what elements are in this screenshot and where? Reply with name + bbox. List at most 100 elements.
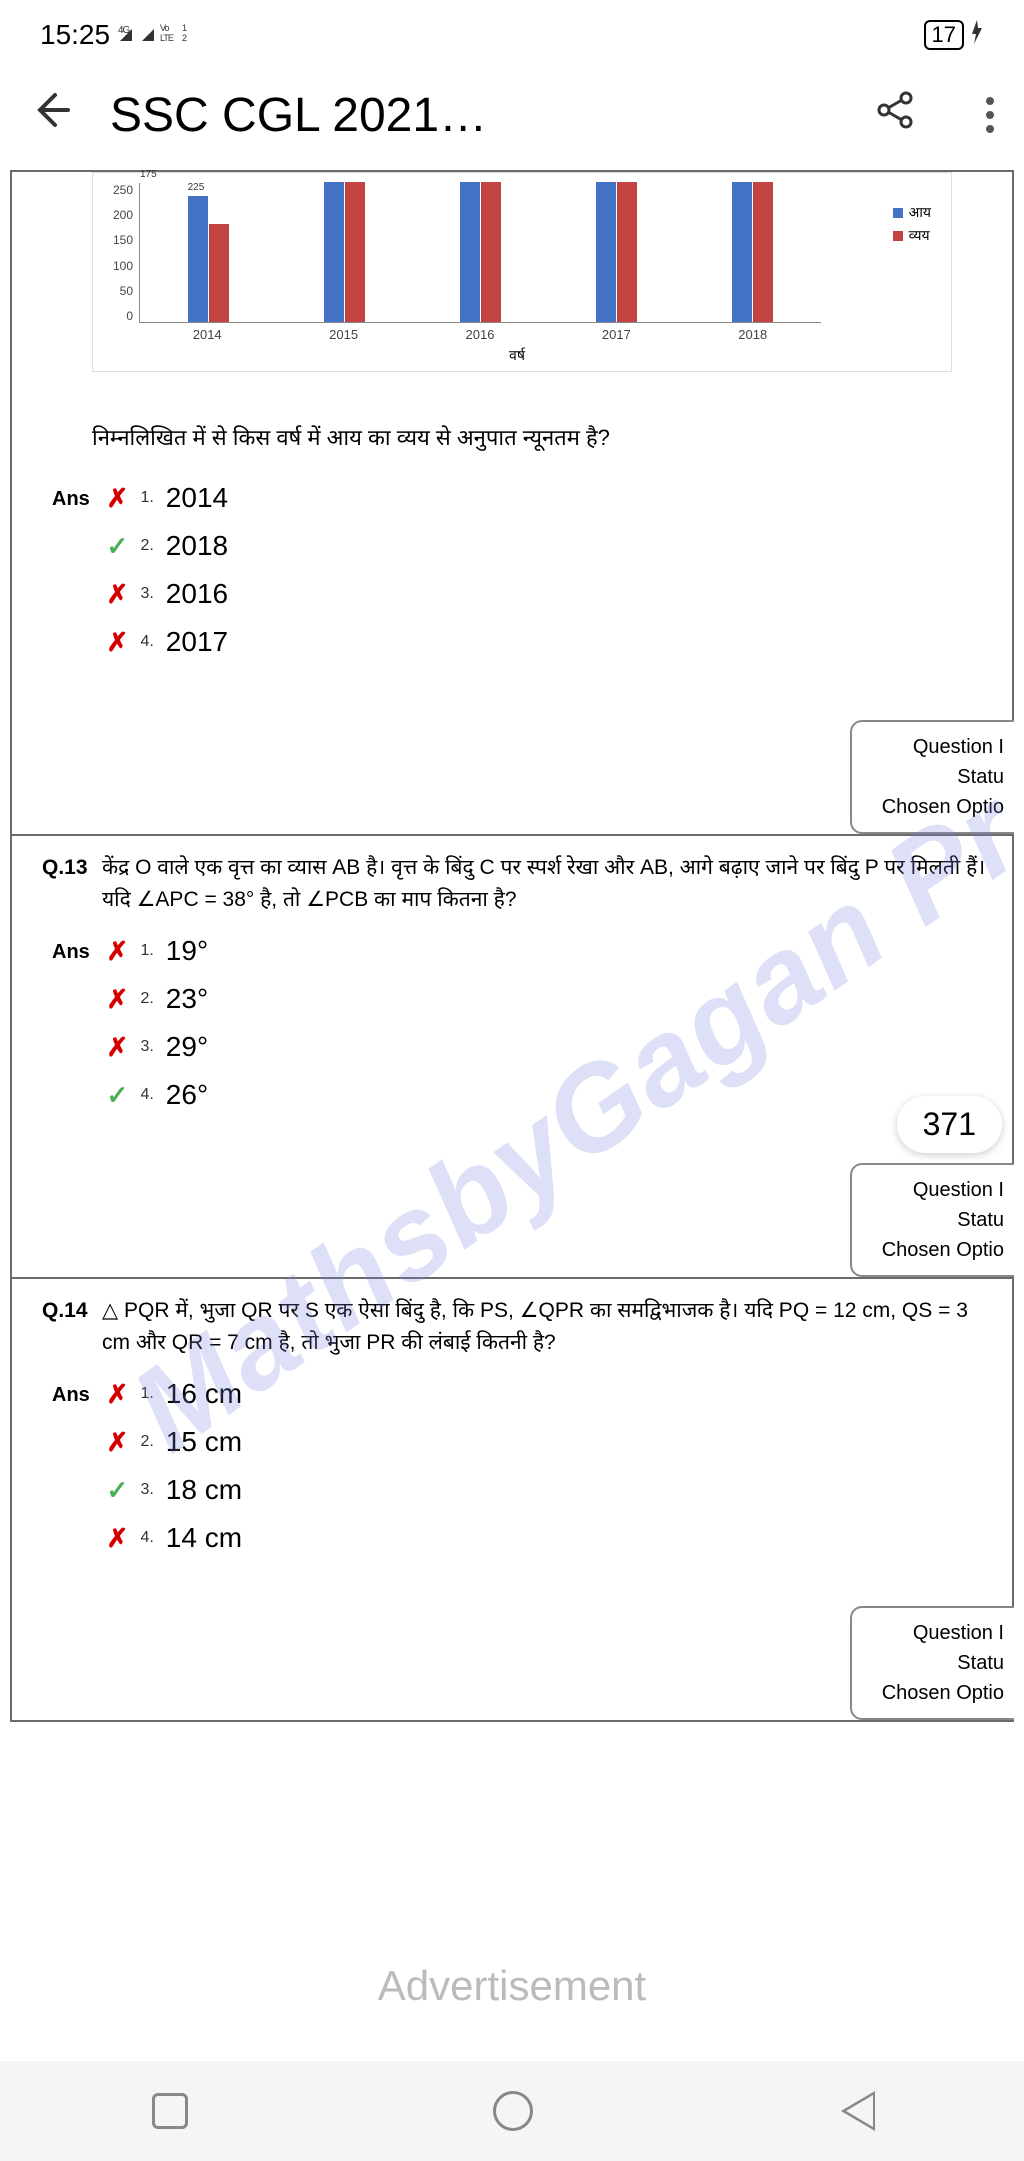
q12-text: निम्नलिखित में से किस वर्ष में आय का व्य… [12, 392, 1012, 472]
bar-group [732, 183, 773, 322]
option-number: 1. [140, 1385, 153, 1403]
bar-group [596, 183, 637, 322]
x-axis-title: वर्ष [103, 346, 931, 365]
content-area: MathsbyGagan Pr 250 200 150 100 50 0 225… [10, 170, 1014, 1722]
option-text: 2018 [166, 530, 228, 562]
info-line: Chosen Optio [882, 1235, 1004, 1265]
status-right: 17 [924, 19, 984, 51]
cross-icon: ✗ [106, 1032, 132, 1063]
q14-block: Q.14 △ PQR में, भुजा QR पर S एक ऐसा बिंद… [12, 1277, 1012, 1720]
cross-icon: ✗ [106, 579, 132, 610]
answer-option[interactable]: ✗ 3. 29° [106, 1031, 208, 1063]
signal-icons: 4GVoLTE12 [118, 21, 228, 50]
answer-option[interactable]: ✗ 1. 19° [106, 935, 208, 967]
status-left: 15:25 4GVoLTE12 [40, 19, 228, 51]
time-text: 15:25 [40, 19, 110, 51]
page-title: SSC CGL 2021… [110, 88, 836, 143]
option-number: 2. [140, 990, 153, 1008]
charge-icon [970, 19, 984, 51]
page-badge: 371 [897, 1096, 1002, 1153]
q12-answers: Ans ✗1.2014✓2.2018✗3.2016✗4.2017 Questio… [12, 472, 1012, 834]
y-tick: 100 [103, 259, 133, 273]
svg-text:Vo: Vo [160, 23, 170, 33]
y-tick: 150 [103, 233, 133, 247]
bar-group [324, 183, 365, 322]
more-button[interactable] [986, 97, 994, 133]
option-text: 29° [166, 1031, 208, 1063]
option-text: 23° [166, 983, 208, 1015]
y-tick: 0 [103, 309, 133, 323]
info-line: Chosen Optio [882, 1678, 1004, 1708]
system-nav-bar [0, 2061, 1024, 2161]
answer-option[interactable]: ✗ 1. 16 cm [106, 1378, 242, 1410]
x-label: 2015 [329, 327, 358, 342]
info-box: Question I Statu Chosen Optio [850, 1606, 1014, 1720]
option-number: 1. [140, 489, 153, 507]
cross-icon: ✗ [106, 483, 132, 514]
answer-option[interactable]: ✓ 3. 18 cm [106, 1474, 242, 1506]
advertisement-label: Advertisement [0, 1962, 1024, 2010]
answer-option[interactable]: ✗4.2017 [106, 626, 228, 658]
option-text: 18 cm [166, 1474, 242, 1506]
info-line: Chosen Optio [882, 792, 1004, 822]
option-number: 4. [140, 633, 153, 651]
option-text: 15 cm [166, 1426, 242, 1458]
option-text: 19° [166, 935, 208, 967]
share-button[interactable] [876, 90, 916, 140]
svg-text:LTE: LTE [160, 33, 174, 43]
y-tick: 200 [103, 208, 133, 222]
option-number: 4. [140, 1086, 153, 1104]
y-axis: 250 200 150 100 50 0 [103, 183, 133, 323]
bar-group [460, 183, 501, 322]
y-tick: 50 [103, 284, 133, 298]
x-label: 2014 [193, 327, 222, 342]
answer-option[interactable]: ✗2.23° [106, 983, 208, 1015]
answer-option[interactable]: ✓2.2018 [106, 530, 228, 562]
answer-option[interactable]: ✗2.15 cm [106, 1426, 242, 1458]
bar-chart: 250 200 150 100 50 0 225175 2014 2015 20… [92, 172, 952, 372]
cross-icon: ✗ [106, 936, 132, 967]
option-text: 2016 [166, 578, 228, 610]
q13-num: Q.13 [42, 852, 102, 915]
check-icon: ✓ [106, 1475, 132, 1506]
answer-option[interactable]: ✓4.26° [106, 1079, 208, 1111]
back-nav-button[interactable] [838, 2091, 872, 2131]
recent-apps-button[interactable] [152, 2093, 188, 2129]
info-box: Question I Statu Chosen Optio [850, 720, 1014, 834]
bar-group: 225175 [188, 183, 229, 322]
info-line: Statu [882, 1205, 1004, 1235]
answer-option[interactable]: ✗ 1. 2014 [106, 482, 228, 514]
cross-icon: ✗ [106, 1523, 132, 1554]
info-line: Statu [882, 762, 1004, 792]
cross-icon: ✗ [106, 627, 132, 658]
option-number: 1. [140, 942, 153, 960]
x-label: 2016 [466, 327, 495, 342]
option-text: 2014 [166, 482, 228, 514]
q14-num: Q.14 [42, 1295, 102, 1358]
answer-option[interactable]: ✗4.14 cm [106, 1522, 242, 1554]
info-line: Question I [882, 1618, 1004, 1648]
legend-label: व्यय [909, 226, 930, 245]
legend-label: आय [909, 203, 931, 222]
home-button[interactable] [493, 2091, 533, 2131]
status-bar: 15:25 4GVoLTE12 17 [0, 0, 1024, 70]
cross-icon: ✗ [106, 1379, 132, 1410]
option-text: 16 cm [166, 1378, 242, 1410]
svg-text:1: 1 [182, 23, 187, 33]
ans-label: Ans [52, 941, 102, 964]
svg-text:2: 2 [182, 33, 187, 43]
battery-level: 17 [924, 20, 964, 50]
chart-legend: आय व्यय [893, 203, 931, 249]
ans-label: Ans [52, 1384, 102, 1407]
info-line: Statu [882, 1648, 1004, 1678]
option-number: 4. [140, 1529, 153, 1547]
q14-text: △ PQR में, भुजा QR पर S एक ऐसा बिंदु है,… [102, 1295, 992, 1358]
answer-option[interactable]: ✗ 3. 2016 [106, 578, 228, 610]
option-number: 2. [140, 1433, 153, 1451]
option-number: 3. [140, 1481, 153, 1499]
option-number: 3. [140, 585, 153, 603]
x-label: 2018 [738, 327, 767, 342]
back-button[interactable] [30, 90, 70, 141]
option-number: 3. [140, 1038, 153, 1056]
bars-container: 225175 [139, 183, 821, 323]
